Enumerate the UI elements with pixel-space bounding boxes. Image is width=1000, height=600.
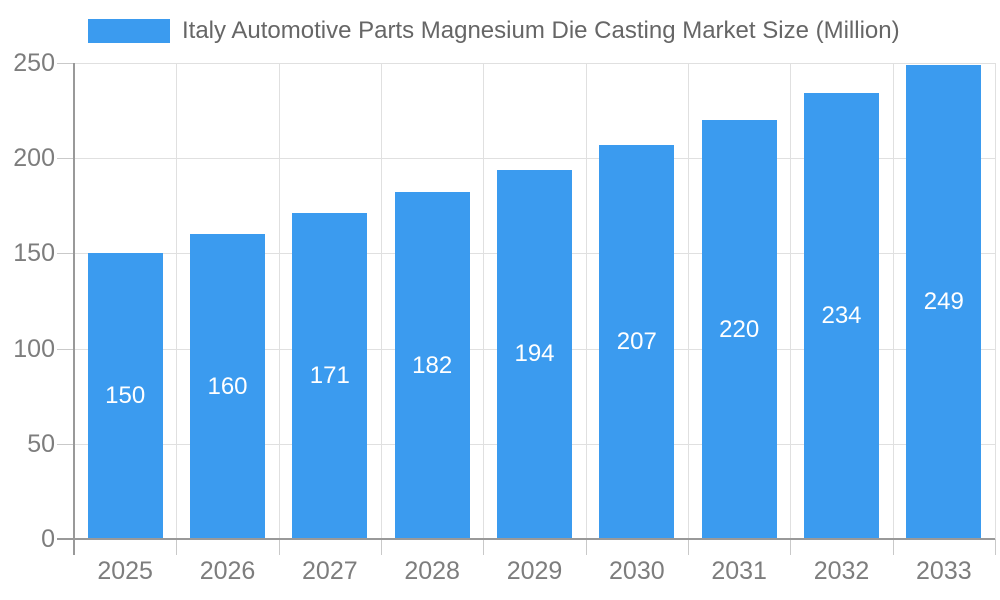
x-tick-label: 2032 [813, 557, 870, 585]
x-gridline [790, 63, 792, 539]
bar-value-label: 220 [719, 315, 760, 343]
legend-item[interactable]: Italy Automotive Parts Magnesium Die Cas… [88, 17, 900, 45]
x-gridline [892, 63, 894, 539]
y-axis-tick [57, 253, 74, 255]
bar[interactable] [292, 213, 368, 538]
bar[interactable] [394, 192, 470, 538]
x-axis-tick [381, 539, 382, 555]
x-axis-tick [278, 539, 280, 555]
bar[interactable] [906, 64, 982, 538]
y-gridline [74, 63, 995, 64]
y-tick-label: 0 [41, 525, 55, 553]
y-tick-label: 200 [13, 144, 55, 173]
bar[interactable] [190, 234, 265, 538]
x-gridline [176, 63, 178, 539]
x-gridline [381, 63, 382, 539]
bar[interactable] [599, 144, 675, 538]
bar-value-label: 150 [105, 382, 146, 410]
x-axis-tick [995, 539, 996, 555]
bar-value-label: 182 [412, 351, 453, 379]
y-axis-line [73, 63, 75, 555]
y-tick-label: 100 [13, 334, 55, 363]
x-tick-label: 2028 [404, 557, 460, 585]
bar[interactable] [701, 120, 777, 538]
bar[interactable] [804, 93, 879, 538]
bar[interactable] [497, 169, 572, 538]
y-tick-label: 250 [13, 49, 55, 77]
x-tick-label: 2026 [199, 557, 256, 585]
y-axis-tick [57, 348, 74, 350]
x-tick-label: 2029 [506, 557, 563, 585]
bar-value-label: 171 [309, 362, 350, 390]
x-tick-label: 2025 [97, 557, 153, 585]
x-gridline [585, 63, 587, 539]
x-tick-label: 2027 [302, 557, 358, 585]
y-axis-tick [57, 158, 74, 160]
x-axis-tick [176, 539, 178, 555]
bar-value-label: 207 [616, 327, 657, 355]
y-tick-label: 150 [13, 239, 55, 268]
bar-value-label: 160 [207, 372, 248, 400]
x-gridline [995, 63, 996, 539]
legend-label: Italy Automotive Parts Magnesium Die Cas… [182, 17, 900, 44]
bar[interactable] [87, 253, 163, 538]
y-axis-tick [57, 443, 74, 445]
x-axis-tick [892, 539, 894, 555]
x-axis-tick [483, 539, 485, 555]
x-tick-label: 2031 [711, 557, 767, 585]
y-axis-tick [57, 63, 74, 64]
x-gridline [688, 63, 689, 539]
x-axis-tick [688, 539, 689, 555]
y-tick-label: 50 [27, 429, 55, 458]
y-gridline [74, 158, 995, 160]
x-tick-label: 2030 [609, 557, 665, 585]
legend-swatch-icon [88, 19, 170, 43]
x-tick-label: 2033 [916, 557, 972, 585]
x-gridline [278, 63, 280, 539]
x-axis-tick [585, 539, 587, 555]
bar-value-label: 249 [923, 287, 964, 315]
bar-value-label: 194 [514, 340, 555, 368]
x-axis-tick [790, 539, 792, 555]
x-gridline [483, 63, 485, 539]
x-axis-line [57, 538, 995, 540]
bar-value-label: 234 [821, 302, 862, 330]
